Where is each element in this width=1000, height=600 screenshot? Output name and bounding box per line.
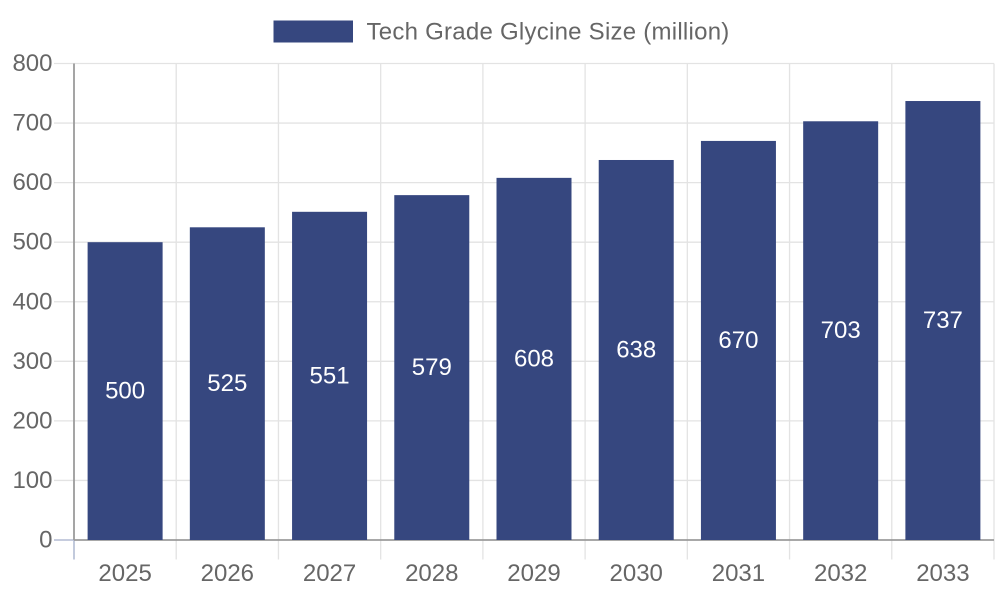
svg-text:2026: 2026 bbox=[201, 560, 254, 587]
svg-text:2033: 2033 bbox=[916, 560, 969, 587]
svg-text:638: 638 bbox=[616, 337, 656, 364]
svg-text:400: 400 bbox=[12, 288, 52, 315]
svg-text:670: 670 bbox=[718, 327, 758, 354]
svg-text:608: 608 bbox=[514, 345, 554, 372]
svg-text:2030: 2030 bbox=[610, 560, 663, 587]
svg-text:700: 700 bbox=[12, 110, 52, 137]
svg-text:500: 500 bbox=[12, 229, 52, 256]
svg-text:2031: 2031 bbox=[712, 560, 765, 587]
svg-text:703: 703 bbox=[821, 317, 861, 344]
svg-text:737: 737 bbox=[923, 307, 963, 334]
svg-text:2028: 2028 bbox=[405, 560, 458, 587]
svg-text:300: 300 bbox=[12, 348, 52, 375]
svg-text:579: 579 bbox=[412, 354, 452, 381]
svg-text:100: 100 bbox=[12, 467, 52, 494]
svg-text:600: 600 bbox=[12, 169, 52, 196]
svg-text:500: 500 bbox=[105, 378, 145, 405]
svg-text:2032: 2032 bbox=[814, 560, 867, 587]
svg-text:551: 551 bbox=[310, 362, 350, 389]
svg-text:200: 200 bbox=[12, 407, 52, 434]
svg-text:800: 800 bbox=[12, 50, 52, 77]
svg-text:525: 525 bbox=[207, 370, 247, 397]
svg-text:Tech Grade Glycine Size (milli: Tech Grade Glycine Size (million) bbox=[367, 19, 730, 46]
svg-text:2027: 2027 bbox=[303, 560, 356, 587]
svg-text:0: 0 bbox=[39, 527, 52, 554]
svg-text:2029: 2029 bbox=[507, 560, 560, 587]
svg-text:2025: 2025 bbox=[98, 560, 151, 587]
